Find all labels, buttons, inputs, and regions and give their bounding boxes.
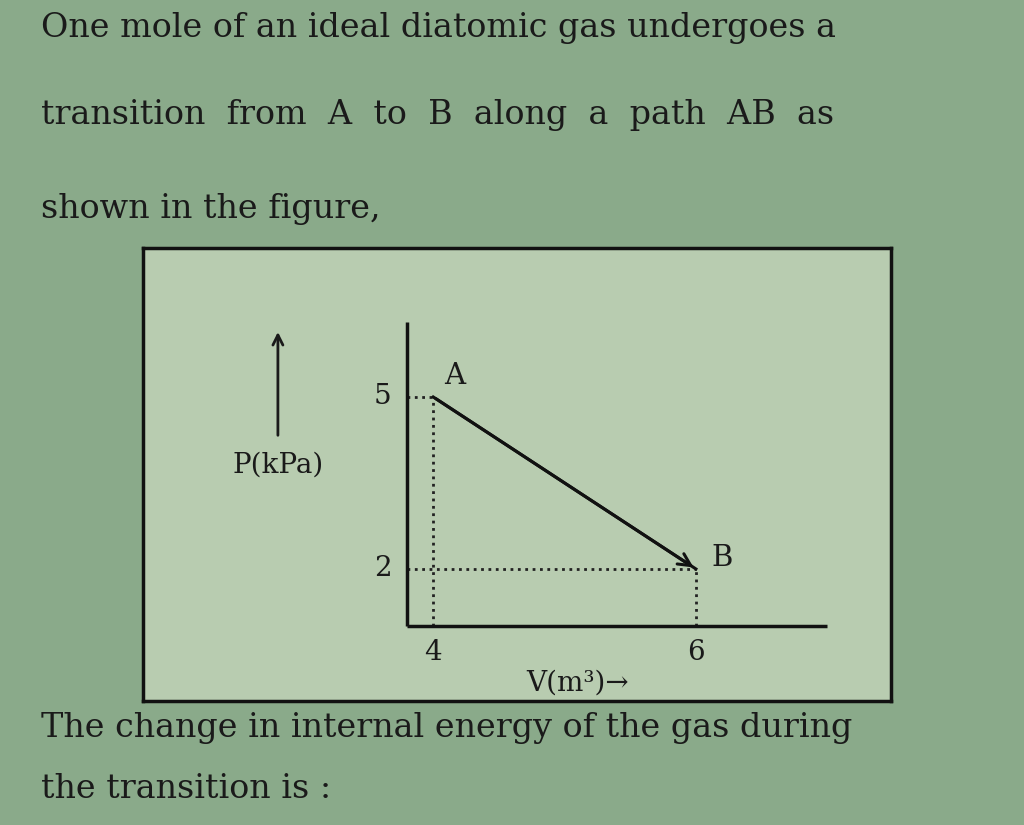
Text: P(kPa): P(kPa): [232, 452, 324, 478]
Text: A: A: [443, 362, 465, 390]
Text: B: B: [712, 544, 733, 572]
Text: The change in internal energy of the gas during: The change in internal energy of the gas…: [41, 712, 852, 744]
Text: 4: 4: [425, 639, 442, 666]
Text: 6: 6: [687, 639, 705, 666]
Text: shown in the figure,: shown in the figure,: [41, 193, 381, 225]
Text: transition  from  A  to  B  along  a  path  AB  as: transition from A to B along a path AB a…: [41, 99, 835, 131]
Text: V(m³)→: V(m³)→: [526, 669, 629, 696]
Text: 5: 5: [374, 384, 391, 411]
Text: One mole of an ideal diatomic gas undergoes a: One mole of an ideal diatomic gas underg…: [41, 12, 836, 45]
Text: the transition is :: the transition is :: [41, 773, 331, 805]
Text: 2: 2: [374, 555, 391, 582]
